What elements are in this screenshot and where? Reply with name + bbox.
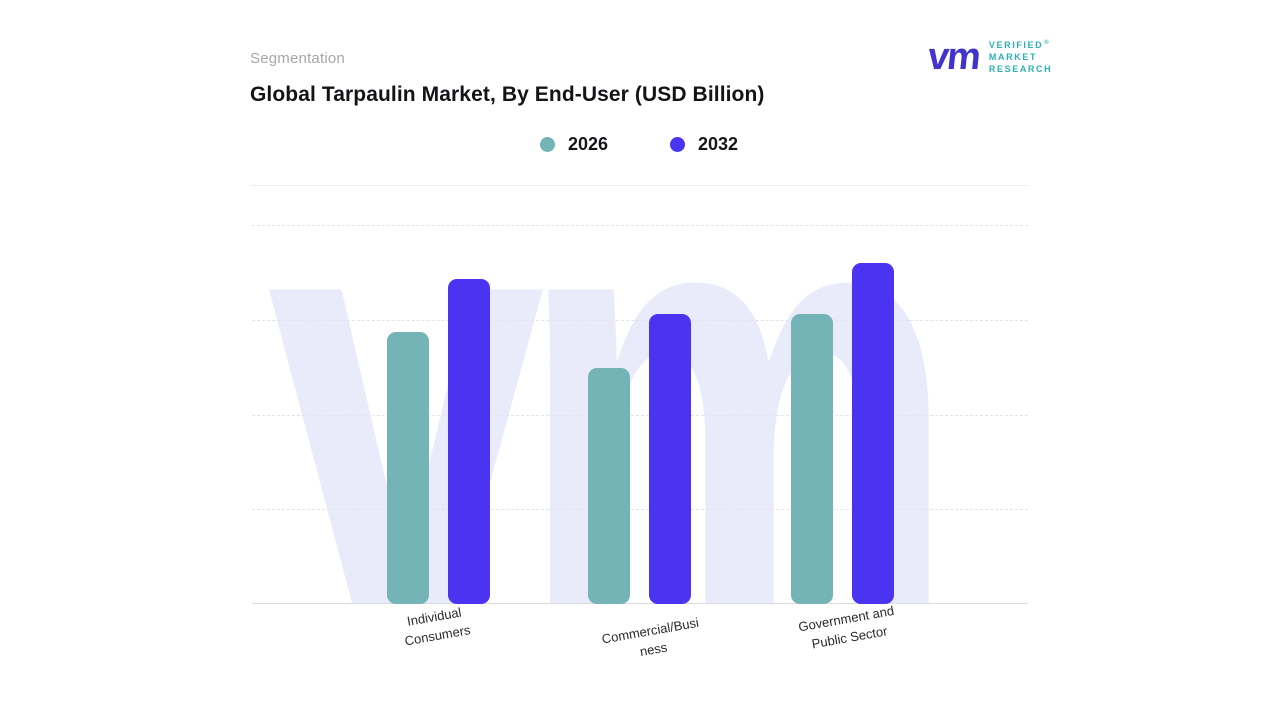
- legend-item-2032: 2032: [670, 134, 738, 155]
- legend-label: 2026: [567, 134, 608, 154]
- bar-2026-government-and-public-sector: [791, 314, 833, 604]
- category-label-commercial-business: Commercial/Busi ness: [584, 611, 721, 671]
- logo-line-market: MARKET: [988, 51, 1038, 62]
- segmentation-label: Segmentation: [250, 50, 345, 67]
- vmr-logo-text: VERIFIED® MARKET RESEARCH: [989, 39, 1052, 75]
- bar-2032-individual-consumers: [448, 279, 490, 604]
- gridline: [252, 509, 1028, 511]
- bar-2026-commercial-business: [588, 368, 630, 604]
- legend-item-2026: 2026: [539, 134, 608, 155]
- gridline: [252, 225, 1028, 226]
- x-axis-line: [252, 603, 1028, 604]
- plot-area: vm: [252, 225, 1028, 604]
- page-title: Global Tarpaulin Market, By End-User (US…: [250, 83, 765, 106]
- legend-dot-2032: [670, 137, 685, 152]
- logo-line-research: RESEARCH: [988, 64, 1053, 75]
- logo-word-verified: VERIFIED: [988, 39, 1044, 50]
- logo-line-verified: VERIFIED®: [989, 39, 1052, 51]
- vmr-logo-glyph: vm: [925, 36, 982, 78]
- gridline: [252, 319, 1028, 321]
- bar-2032-commercial-business: [649, 314, 691, 604]
- legend-label: 2032: [698, 134, 739, 154]
- bar-2032-government-and-public-sector: [852, 263, 894, 604]
- bar-2026-individual-consumers: [387, 332, 429, 604]
- header-divider: [250, 185, 1028, 186]
- category-label-government-and-public-sector: Government and Public Sector: [768, 597, 928, 661]
- registered-mark: ®: [1044, 39, 1051, 46]
- chart-legend: 2026 2032: [250, 134, 1028, 155]
- gridline: [252, 414, 1028, 416]
- vmr-logo: vm VERIFIED® MARKET RESEARCH: [925, 36, 1052, 78]
- category-label-individual-consumers: Individual Consumers: [376, 598, 497, 655]
- legend-dot-2026: [539, 137, 555, 152]
